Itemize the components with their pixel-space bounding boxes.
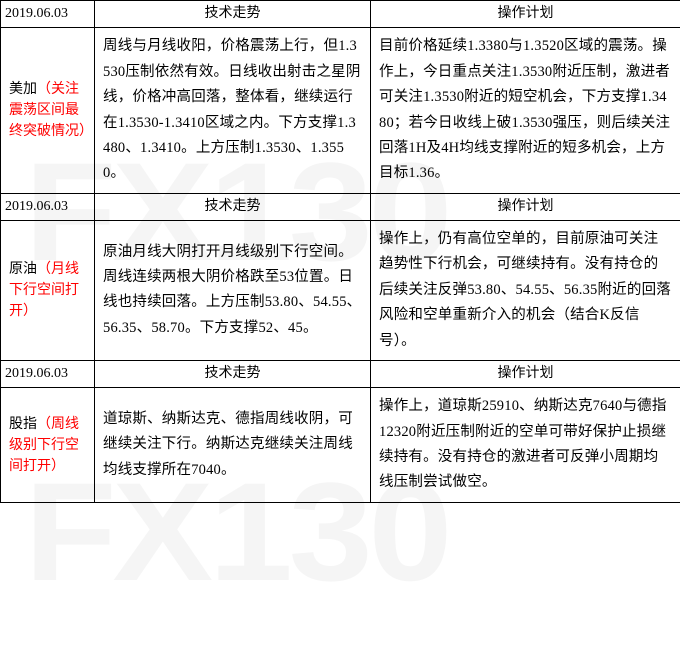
instrument-label: 原油（月线下行空间打开） — [1, 221, 95, 361]
tech-body: 周线与月线收阳，价格震荡上行，但1.3530压制依然有效。日线收出射击之星阴线，… — [95, 28, 371, 193]
plan-header: 操作计划 — [371, 360, 680, 387]
tech-header: 技术走势 — [95, 360, 371, 387]
tech-header: 技术走势 — [95, 193, 371, 220]
instrument-name: 股指 — [9, 417, 37, 432]
instrument-label: 股指（周线级别下行空间打开） — [1, 388, 95, 503]
plan-body: 目前价格延续1.3380与1.3520区域的震荡。操作上，今日重点关注1.353… — [371, 28, 680, 193]
analysis-table: 2019.06.03 技术走势 操作计划 美加（关注震荡区间最终突破情况） 周线… — [0, 0, 680, 503]
table-row: 2019.06.03 技术走势 操作计划 — [1, 193, 680, 220]
plan-body: 操作上，道琼斯25910、纳斯达克7640与德指12320附近压制附近的空单可带… — [371, 388, 680, 503]
table-row: 股指（周线级别下行空间打开） 道琼斯、纳斯达克、德指周线收阴，可继续关注下行。纳… — [1, 388, 680, 503]
table-row: 2019.06.03 技术走势 操作计划 — [1, 1, 680, 28]
date-cell: 2019.06.03 — [1, 193, 95, 220]
tech-body: 道琼斯、纳斯达克、德指周线收阴，可继续关注下行。纳斯达克继续关注周线均线支撑所在… — [95, 388, 371, 503]
table-row: 2019.06.03 技术走势 操作计划 — [1, 360, 680, 387]
date-cell: 2019.06.03 — [1, 360, 95, 387]
instrument-label: 美加（关注震荡区间最终突破情况） — [1, 28, 95, 193]
instrument-name: 原油 — [9, 262, 37, 277]
table-row: 原油（月线下行空间打开） 原油月线大阴打开月线级别下行空间。周线连续两根大阴价格… — [1, 221, 680, 361]
plan-body: 操作上，仍有高位空单的，目前原油可关注趋势性下行机会，可继续持有。没有持仓的后续… — [371, 221, 680, 361]
tech-header: 技术走势 — [95, 1, 371, 28]
plan-header: 操作计划 — [371, 193, 680, 220]
plan-header: 操作计划 — [371, 1, 680, 28]
instrument-name: 美加 — [9, 82, 37, 97]
date-cell: 2019.06.03 — [1, 1, 95, 28]
tech-body: 原油月线大阴打开月线级别下行空间。周线连续两根大阴价格跌至53位置。日线也持续回… — [95, 221, 371, 361]
table-row: 美加（关注震荡区间最终突破情况） 周线与月线收阳，价格震荡上行，但1.3530压… — [1, 28, 680, 193]
